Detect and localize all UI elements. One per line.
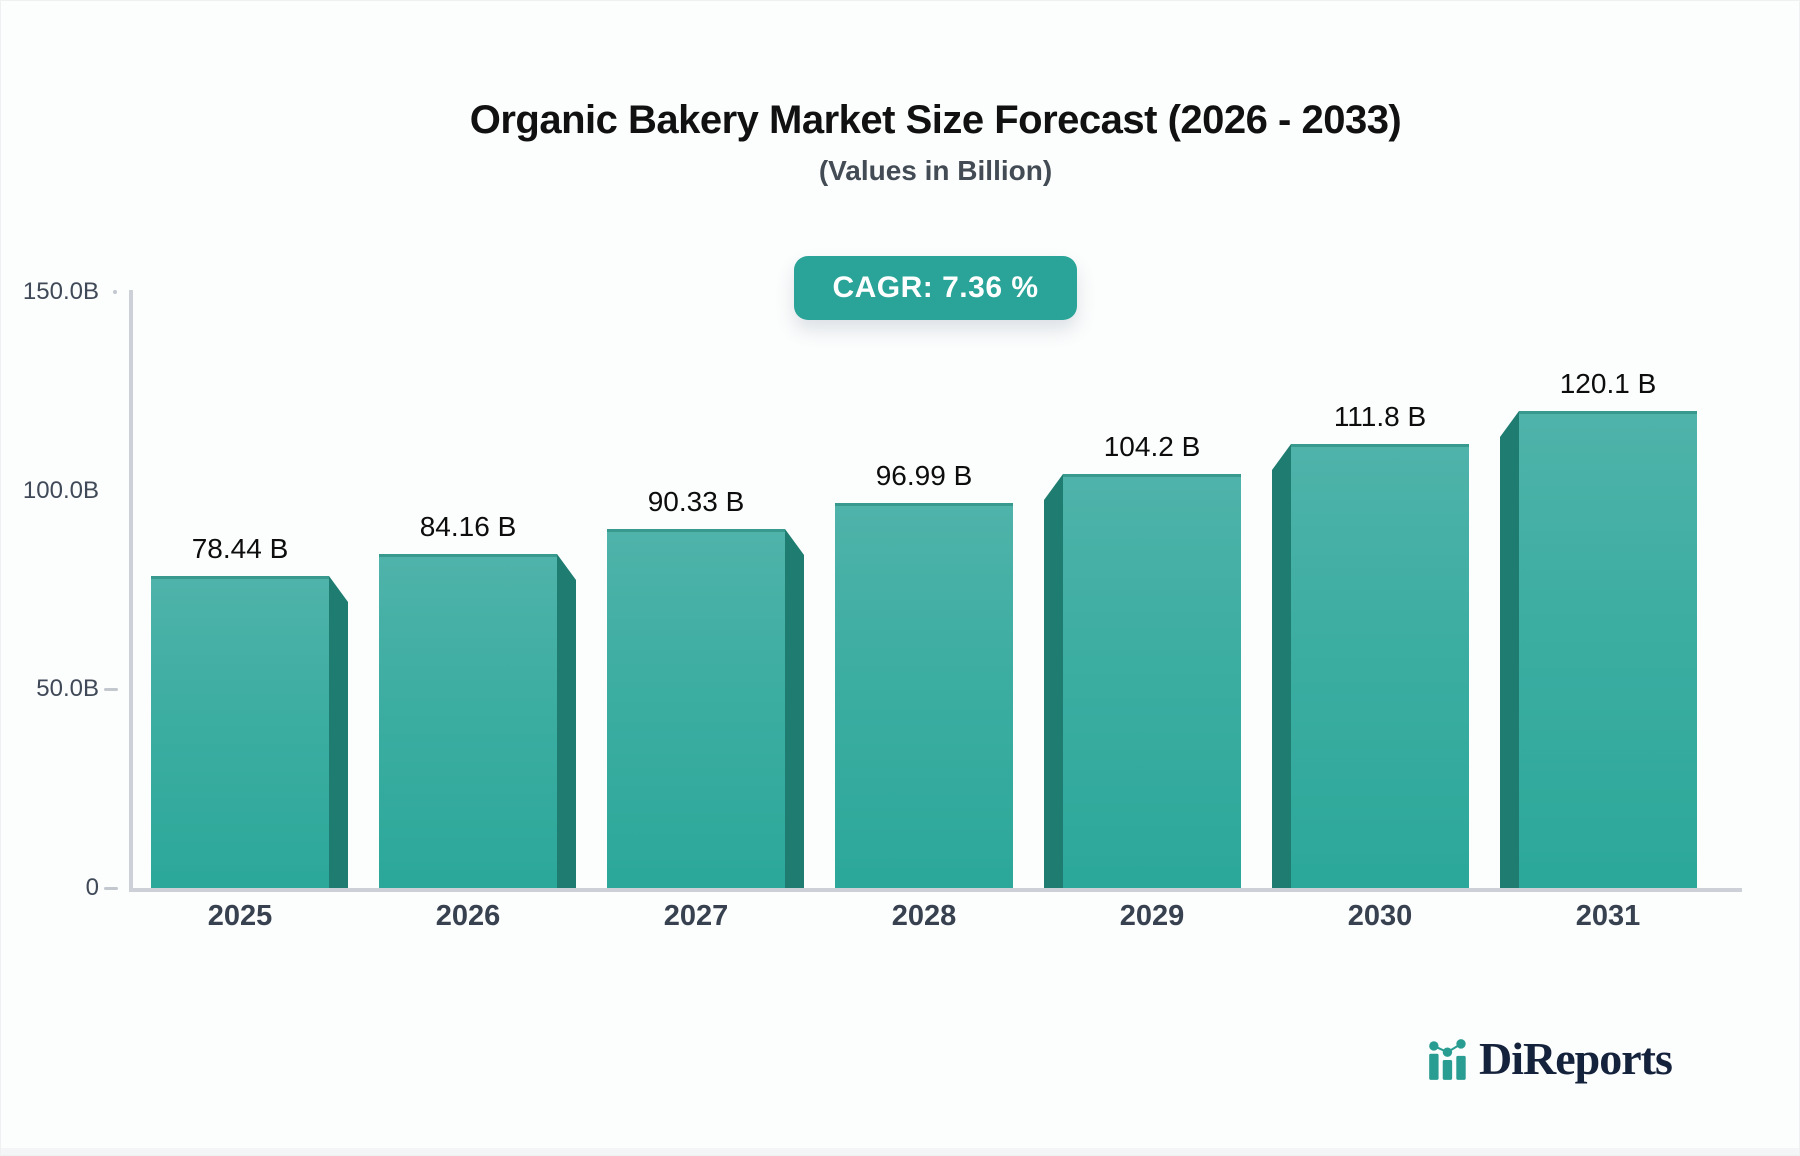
bar-value-label: 78.44 B: [191, 533, 289, 564]
direports-logo: DiReports: [1425, 1032, 1673, 1085]
chart-subtitle: (Values in Billion): [818, 155, 1053, 186]
x-axis-label: 2026: [435, 900, 501, 932]
bar: [607, 529, 804, 888]
logo-bar-chart-icon: [1429, 1038, 1466, 1080]
bar-value-label: 84.16 B: [419, 511, 517, 542]
y-tick-mark: [104, 887, 118, 890]
bar: [379, 554, 576, 888]
bar: [1044, 474, 1241, 888]
bar: [151, 576, 348, 888]
bar-side: [1044, 474, 1063, 888]
x-axis-label: 2025: [207, 900, 273, 932]
chart-header: Organic Bakery Market Size Forecast (202…: [129, 97, 1742, 187]
y-axis-line: [129, 290, 133, 892]
bar-face: [835, 503, 1013, 888]
bar: [835, 503, 1013, 888]
x-axis-label: 2028: [891, 900, 957, 932]
bar-value-label: 90.33 B: [647, 486, 745, 517]
bar-face: [379, 554, 557, 888]
bar-side: [557, 554, 576, 888]
bar-value-label: 111.8 B: [1333, 401, 1427, 432]
bar-side: [1272, 444, 1291, 888]
bar-face: [151, 576, 329, 888]
bar-face: [1063, 474, 1241, 888]
bottom-edge: [1, 1148, 1799, 1155]
cagr-badge-row: CAGR: 7.36 %: [129, 256, 1742, 320]
y-tick-label: 0: [85, 874, 99, 901]
x-axis-line: [129, 888, 1742, 892]
bar-value-label: 104.2 B: [1103, 431, 1201, 462]
y-tick-label: 50.0B: [36, 675, 99, 703]
y-tick-mark: [104, 688, 118, 692]
bar-face: [1291, 444, 1469, 888]
bar-face: [607, 529, 785, 888]
cagr-badge: CAGR: 7.36 %: [794, 256, 1077, 320]
bar-value-label: 96.99 B: [875, 460, 973, 491]
bar-side: [1500, 411, 1519, 888]
x-axis-label: 2027: [663, 900, 729, 932]
y-tick-mark: [113, 290, 117, 294]
bar: [1500, 411, 1697, 888]
bar-face: [1519, 411, 1697, 888]
bar-side: [329, 576, 348, 888]
bar: [1272, 444, 1469, 888]
x-axis-label: 2029: [1119, 900, 1185, 932]
logo-text: DiReports: [1479, 1033, 1673, 1084]
y-tick-label: 150.0B: [22, 278, 99, 305]
x-axis-label: 2030: [1347, 900, 1413, 932]
x-axis-label: 2031: [1575, 900, 1641, 932]
bar-side: [785, 529, 804, 888]
bar-value-label: 120.1 B: [1559, 368, 1657, 399]
y-tick-label: 100.0B: [22, 476, 99, 504]
chart-title: Organic Bakery Market Size Forecast (202…: [469, 98, 1402, 142]
